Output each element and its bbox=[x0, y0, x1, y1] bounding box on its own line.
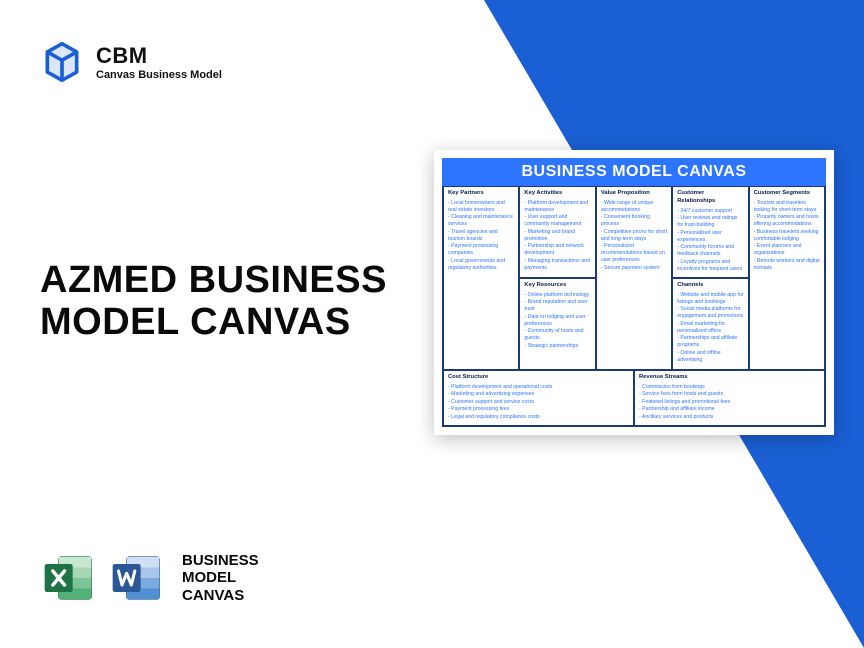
cell-key-activities: Key Activities - Platform development an… bbox=[519, 186, 595, 278]
logo-block: CBM Canvas Business Model bbox=[40, 40, 222, 84]
cell-value-proposition: Value Proposition - Wide range of unique… bbox=[596, 186, 672, 370]
canvas-title: BUSINESS MODEL CANVAS bbox=[442, 158, 826, 186]
cell-channels: Channels - Website and mobile app for li… bbox=[672, 278, 748, 370]
canvas-preview-card: BUSINESS MODEL CANVAS Key Partners - Loc… bbox=[434, 150, 834, 435]
word-icon bbox=[108, 550, 164, 606]
logo-acronym: CBM bbox=[96, 43, 222, 69]
canvas-grid: Key Partners - Local homeowners and real… bbox=[442, 186, 826, 427]
cell-customer-relationships: Customer Relationships - 24/7 customer s… bbox=[672, 186, 748, 278]
file-label: BUSINESSMODELCANVAS bbox=[182, 552, 259, 604]
logo-subtitle: Canvas Business Model bbox=[96, 69, 222, 81]
cell-customer-segments: Customer Segments - Tourists and travele… bbox=[749, 186, 825, 370]
cell-revenue-streams: Revenue Streams - Commission from bookin… bbox=[634, 370, 825, 426]
page-headline: AZMED BUSINESS MODEL CANVAS bbox=[40, 260, 460, 344]
cell-body: - Local homeowners and real estate inves… bbox=[448, 200, 514, 272]
file-icons-block: BUSINESSMODELCANVAS bbox=[40, 550, 259, 606]
cell-key-partners: Key Partners - Local homeowners and real… bbox=[443, 186, 519, 370]
cbm-logo-icon bbox=[40, 40, 84, 84]
cell-key-resources: Key Resources - Online platform technolo… bbox=[519, 278, 595, 370]
excel-icon bbox=[40, 550, 96, 606]
cell-cost-structure: Cost Structure - Platform development an… bbox=[443, 370, 634, 426]
